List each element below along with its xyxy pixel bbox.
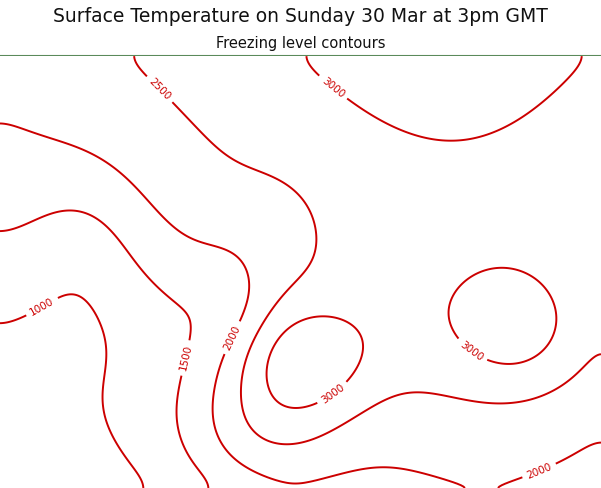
Text: Surface Temperature on Sunday 30 Mar at 3pm GMT: Surface Temperature on Sunday 30 Mar at … [53,7,548,26]
Text: 2500: 2500 [147,77,172,102]
Text: 2000: 2000 [525,461,554,480]
Text: 2000: 2000 [222,324,242,351]
Text: 1500: 1500 [178,344,194,372]
Text: 1000: 1000 [28,296,56,318]
Text: 3000: 3000 [320,75,346,100]
Text: Freezing level contours: Freezing level contours [216,36,385,51]
Text: 3000: 3000 [319,382,346,406]
Text: 3000: 3000 [458,339,485,363]
